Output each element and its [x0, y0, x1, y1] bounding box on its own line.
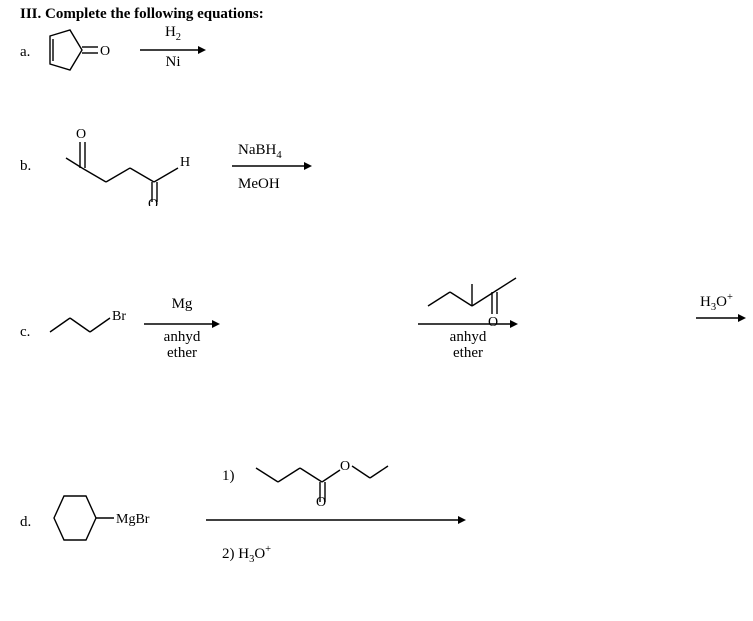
section-title: III. Complete the following equations:: [20, 6, 264, 23]
item-a-label: a.: [20, 44, 30, 61]
item-c-reagent1-bottom: anhyd ether: [152, 330, 212, 362]
item-d-mgbr: MgBr: [116, 512, 150, 527]
item-b-O1: O: [76, 127, 86, 142]
item-b-reagent-bottom: MeOH: [238, 176, 308, 193]
item-a-reagent-bottom: Ni: [148, 54, 198, 71]
item-d-ester-O: O: [340, 459, 350, 474]
ester-structure: O O: [250, 452, 390, 513]
item-b-arrow: [232, 160, 312, 172]
item-b-H: H: [180, 155, 190, 170]
item-a-reagent-top: H2: [148, 24, 198, 43]
item-d-carbonyl-O: O: [316, 495, 326, 508]
item-c-reagent2-bottom: anhyd ether: [438, 330, 498, 362]
item-b-reagent-top: NaBH4: [238, 142, 308, 161]
propylbromide-structure: Br: [46, 304, 138, 349]
item-c-arrow3: [696, 312, 746, 324]
item-d-step1-label: 1): [222, 468, 235, 485]
svg-text:O: O: [100, 44, 110, 59]
item-b-label: b.: [20, 158, 31, 175]
cyclohexylmgbr-structure: MgBr: [46, 490, 166, 551]
item-c-reagent3: H3O+: [700, 292, 750, 313]
item-b-O2: O: [148, 197, 158, 206]
item-c-Br: Br: [112, 309, 126, 324]
item-d-step2-label: 2) H3O+: [222, 544, 271, 565]
cyclopentenone-structure: O: [40, 28, 110, 77]
item-c-label: c.: [20, 324, 30, 341]
item-d-arrow: [206, 514, 466, 526]
item-c-reagent1-top: Mg: [152, 296, 212, 313]
ketoaldehyde-structure: O H O: [58, 122, 208, 211]
item-d-label: d.: [20, 514, 31, 531]
